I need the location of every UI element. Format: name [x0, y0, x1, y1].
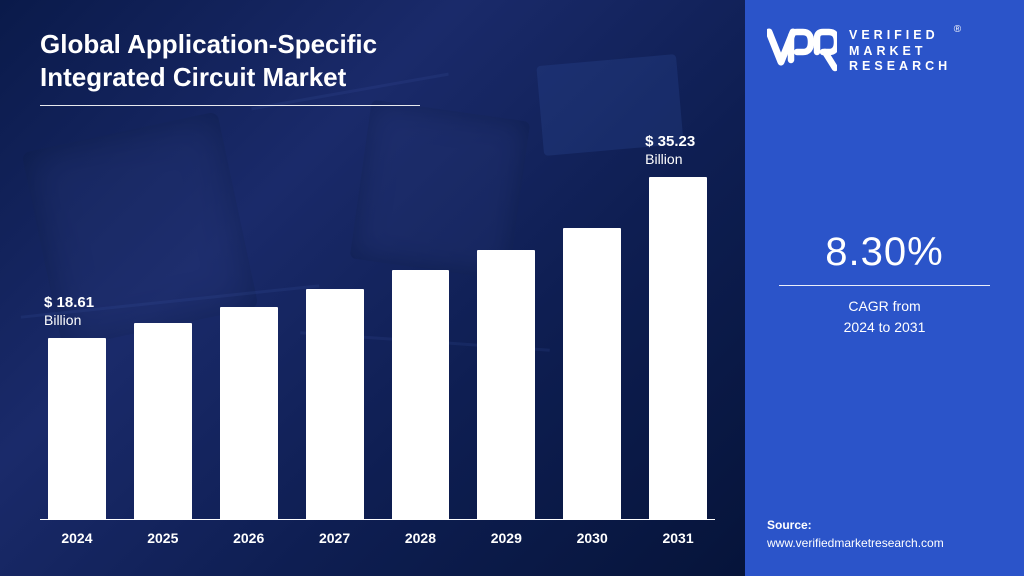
- source-label: Source:: [767, 518, 812, 532]
- source-url: www.verifiedmarketresearch.com: [767, 536, 944, 550]
- brand-logo-text: VERIFIED MARKET RESEARCH ®: [849, 28, 951, 75]
- value-label-amount: $ 35.23: [645, 133, 695, 150]
- bar: [649, 177, 707, 519]
- bar-wrap: [392, 150, 450, 519]
- bar-wrap: [220, 150, 278, 519]
- bar: [48, 338, 106, 519]
- brand-line1: VERIFIED: [849, 28, 939, 42]
- cagr-value: 8.30%: [773, 230, 996, 275]
- value-label-unit: Billion: [44, 312, 94, 329]
- year-label: 2029: [477, 530, 535, 546]
- bar-wrap: [563, 150, 621, 519]
- bars-row: [40, 150, 715, 520]
- cagr-underline: [779, 285, 990, 286]
- year-label: 2031: [649, 530, 707, 546]
- bar: [563, 228, 621, 520]
- value-label-first: $ 18.61 Billion: [44, 294, 94, 329]
- bar: [306, 289, 364, 519]
- value-label-last: $ 35.23 Billion: [645, 133, 695, 168]
- brand-line3: RESEARCH: [849, 59, 951, 73]
- title-line2: Integrated Circuit Market: [40, 62, 346, 92]
- year-label: 2027: [306, 530, 364, 546]
- infographic-container: Global Application-Specific Integrated C…: [0, 0, 1024, 576]
- year-label: 2026: [220, 530, 278, 546]
- year-label: 2030: [563, 530, 621, 546]
- year-label: 2024: [48, 530, 106, 546]
- bar: [220, 307, 278, 519]
- brand-line2: MARKET: [849, 44, 926, 58]
- chart-title-block: Global Application-Specific Integrated C…: [40, 28, 420, 106]
- value-label-amount: $ 18.61: [44, 294, 94, 311]
- cagr-caption-line2: 2024 to 2031: [844, 319, 926, 335]
- vmr-logo-icon: [767, 28, 837, 74]
- bar-chart: $ 18.61 Billion $ 35.23 Billion 20242025…: [40, 150, 715, 546]
- registered-mark-icon: ®: [954, 24, 965, 37]
- stats-panel: VERIFIED MARKET RESEARCH ® 8.30% CAGR fr…: [745, 0, 1024, 576]
- cagr-block: 8.30% CAGR from 2024 to 2031: [745, 230, 1024, 338]
- bar: [477, 250, 535, 519]
- year-labels-row: 2024 2025 2026 2027 2028 2029 2030 2031: [40, 520, 715, 546]
- bar: [392, 270, 450, 519]
- title-underline: [40, 105, 420, 106]
- bar-wrap: [306, 150, 364, 519]
- chart-title: Global Application-Specific Integrated C…: [40, 28, 420, 93]
- bar: [134, 323, 192, 519]
- chart-panel: Global Application-Specific Integrated C…: [0, 0, 745, 576]
- bar-wrap: [477, 150, 535, 519]
- source-block: Source: www.verifiedmarketresearch.com: [767, 516, 1002, 552]
- cagr-caption-line1: CAGR from: [848, 298, 920, 314]
- bar-wrap: [649, 150, 707, 519]
- year-label: 2025: [134, 530, 192, 546]
- cagr-caption: CAGR from 2024 to 2031: [773, 296, 996, 338]
- brand-logo-block: VERIFIED MARKET RESEARCH ®: [745, 0, 1024, 75]
- year-label: 2028: [392, 530, 450, 546]
- title-line1: Global Application-Specific: [40, 29, 377, 59]
- bar-wrap: [48, 150, 106, 519]
- bar-wrap: [134, 150, 192, 519]
- value-label-unit: Billion: [645, 151, 695, 168]
